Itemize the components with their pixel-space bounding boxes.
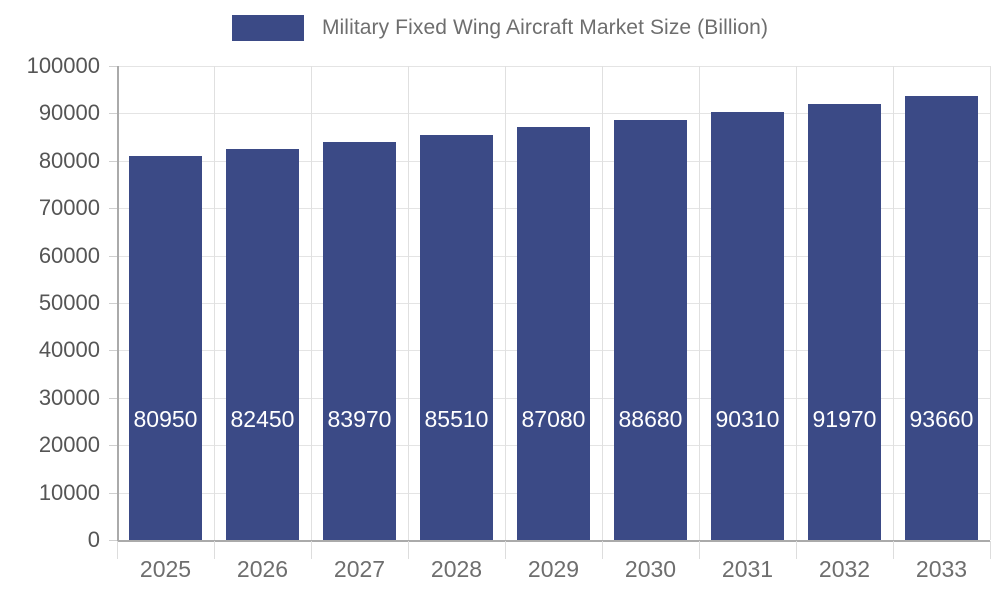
bar[interactable]: 90310 <box>711 111 784 540</box>
y-tick-label: 80000 <box>38 147 100 173</box>
x-category-label: 2029 <box>527 556 580 582</box>
y-tick-label: 100000 <box>26 53 100 78</box>
bar[interactable]: 83970 <box>323 141 396 540</box>
x-category-label: 2025 <box>139 556 192 582</box>
x-category-label: 2027 <box>333 556 386 582</box>
bar-value-label: 93660 <box>909 406 974 432</box>
gridline-horizontal <box>117 66 990 67</box>
y-tick-mark <box>109 445 117 447</box>
y-tick-mark <box>109 113 117 115</box>
x-tick-mark <box>311 541 312 559</box>
x-category-label: 2031 <box>721 556 774 582</box>
y-tick-mark <box>109 350 117 352</box>
x-category-label: 2026 <box>236 556 289 582</box>
y-tick-label: 60000 <box>38 242 100 268</box>
bar-value-label: 90310 <box>715 406 780 432</box>
bar[interactable]: 93660 <box>905 96 978 540</box>
bar[interactable]: 80950 <box>129 156 202 540</box>
gridline-vertical <box>699 66 700 540</box>
y-tick-label: 40000 <box>38 337 100 363</box>
x-axis-line <box>117 540 990 542</box>
y-tick-label: 70000 <box>38 195 100 221</box>
gridline-vertical <box>311 66 312 540</box>
x-tick-mark <box>408 541 409 559</box>
y-tick-mark <box>109 208 117 210</box>
gridline-vertical <box>796 66 797 540</box>
x-category-label: 2028 <box>430 556 483 582</box>
x-tick-mark <box>214 541 215 559</box>
y-tick-label: 90000 <box>38 100 100 126</box>
gridline-vertical <box>505 66 506 540</box>
y-tick-mark <box>109 397 117 399</box>
y-tick-label: 50000 <box>38 290 100 315</box>
y-tick-label: 10000 <box>38 479 100 505</box>
bar-value-label: 88680 <box>618 406 683 432</box>
y-tick-mark <box>109 160 117 162</box>
bar[interactable]: 91970 <box>808 104 881 540</box>
x-category-label: 2032 <box>818 556 871 582</box>
legend-item-market-size[interactable]: Military Fixed Wing Aircraft Market Size… <box>231 14 769 41</box>
y-tick-label: 30000 <box>38 384 100 410</box>
x-category-label: 2030 <box>624 556 677 582</box>
x-tick-mark <box>893 541 894 559</box>
bar[interactable]: 87080 <box>517 127 590 540</box>
bar[interactable]: 88680 <box>614 119 687 540</box>
x-tick-mark <box>796 541 797 559</box>
gridline-vertical <box>602 66 603 540</box>
bar-value-label: 87080 <box>521 406 586 432</box>
bar-value-label: 82450 <box>230 406 295 432</box>
x-tick-mark <box>602 541 603 559</box>
plot-area: 80950 82450 83970 85510 87080 88680 90310 91970… <box>117 66 991 541</box>
y-tick-mark <box>109 303 117 304</box>
legend-label: Military Fixed Wing Aircraft Market Size… <box>321 15 769 39</box>
x-tick-mark <box>505 541 506 559</box>
bar[interactable]: 85510 <box>420 134 493 540</box>
y-tick-mark <box>109 66 117 67</box>
y-axis-line <box>117 66 119 541</box>
y-tick-mark <box>109 492 117 494</box>
gridline-vertical <box>893 66 894 540</box>
x-category-label: 2033 <box>915 556 968 582</box>
bar-value-label: 91970 <box>812 406 877 432</box>
bar-value-label: 83970 <box>327 406 392 432</box>
gridline-vertical <box>214 66 215 540</box>
y-tick-mark <box>109 255 117 257</box>
bar-value-label: 80950 <box>133 406 198 432</box>
y-tick-label: 20000 <box>38 432 100 458</box>
gridline-horizontal <box>117 113 990 115</box>
y-tick-label: 0 <box>87 527 100 552</box>
x-tick-mark <box>990 541 991 559</box>
legend-swatch-icon <box>231 14 304 41</box>
x-tick-mark <box>117 541 118 559</box>
gridline-vertical <box>408 66 409 540</box>
bar[interactable]: 82450 <box>226 149 299 540</box>
x-tick-mark <box>699 541 700 559</box>
gridline-vertical <box>990 66 991 540</box>
chart-legend: Military Fixed Wing Aircraft Market Size… <box>0 0 1000 55</box>
y-tick-mark <box>109 540 117 541</box>
bar-value-label: 85510 <box>424 406 489 432</box>
